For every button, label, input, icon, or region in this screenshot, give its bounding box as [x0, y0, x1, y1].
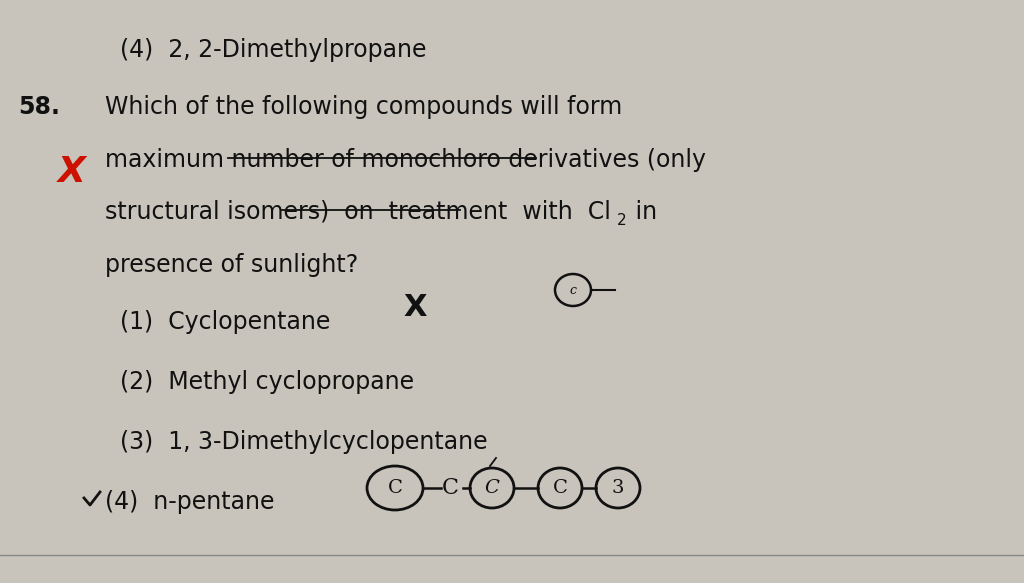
Text: (2)  Methyl cyclopropane: (2) Methyl cyclopropane — [120, 370, 414, 394]
Text: structural isomers)  on  treatment  with  Cl: structural isomers) on treatment with Cl — [105, 200, 611, 224]
Text: (1)  Cyclopentane: (1) Cyclopentane — [120, 310, 331, 334]
Text: 3: 3 — [611, 479, 625, 497]
Text: 2: 2 — [617, 213, 627, 228]
Text: 58.: 58. — [18, 95, 59, 119]
Text: C: C — [387, 479, 402, 497]
Text: in: in — [628, 200, 657, 224]
Text: (3)  1, 3-Dimethylcyclopentane: (3) 1, 3-Dimethylcyclopentane — [120, 430, 487, 454]
Text: Which of the following compounds will form: Which of the following compounds will fo… — [105, 95, 623, 119]
Text: (4)  n-pentane: (4) n-pentane — [105, 490, 274, 514]
Text: C: C — [441, 477, 459, 499]
Text: (4)  2, 2-Dimethylpropane: (4) 2, 2-Dimethylpropane — [120, 38, 427, 62]
Text: presence of sunlight?: presence of sunlight? — [105, 253, 358, 277]
Text: C: C — [484, 479, 500, 497]
Text: X: X — [58, 155, 86, 189]
Text: X: X — [403, 293, 427, 321]
Text: maximum number of monochloro derivatives (only: maximum number of monochloro derivatives… — [105, 148, 706, 172]
Text: c: c — [569, 283, 577, 297]
Text: C: C — [553, 479, 567, 497]
